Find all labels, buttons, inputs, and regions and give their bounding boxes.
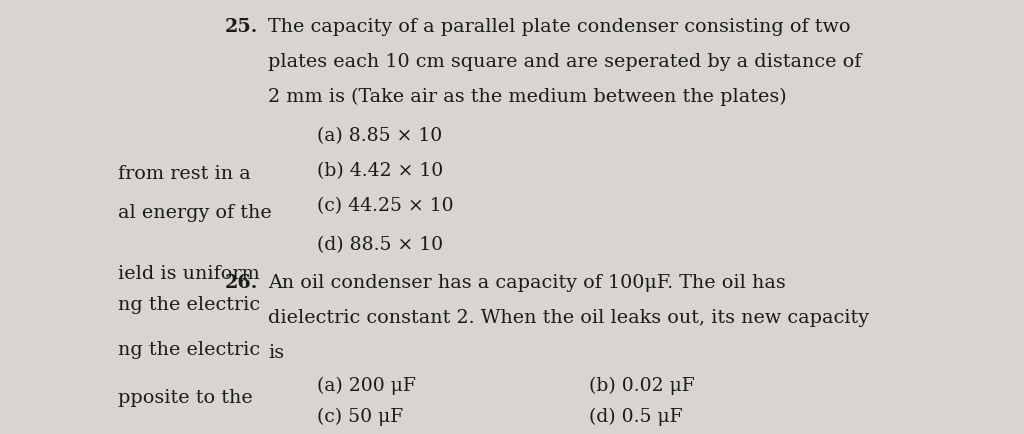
Text: 2 mm is (Take air as the medium between the plates): 2 mm is (Take air as the medium between …: [268, 88, 786, 106]
Text: (c) 44.25 × 10: (c) 44.25 × 10: [317, 196, 454, 214]
Text: 25.: 25.: [225, 18, 258, 36]
Text: (a) 8.85 × 10: (a) 8.85 × 10: [317, 127, 442, 145]
Text: pposite to the: pposite to the: [118, 388, 253, 406]
Text: dielectric constant 2. When the oil leaks out, its new capacity: dielectric constant 2. When the oil leak…: [268, 308, 869, 326]
Text: plates each 10 cm square and are seperated by a distance of: plates each 10 cm square and are seperat…: [268, 53, 861, 71]
Text: (d) 0.5 μF: (d) 0.5 μF: [589, 407, 682, 425]
Text: (c) 50 μF: (c) 50 μF: [317, 407, 403, 425]
Text: 26.: 26.: [225, 273, 258, 291]
Text: is: is: [268, 343, 285, 361]
Text: The capacity of a parallel plate condenser consisting of two: The capacity of a parallel plate condens…: [268, 18, 851, 36]
Text: ng the electric: ng the electric: [118, 341, 260, 358]
Text: (a) 200 μF: (a) 200 μF: [317, 375, 417, 394]
Text: from rest in a: from rest in a: [118, 165, 251, 183]
Text: (d) 88.5 × 10: (d) 88.5 × 10: [317, 235, 443, 253]
Text: al energy of the: al energy of the: [118, 204, 271, 222]
Text: An oil condenser has a capacity of 100μF. The oil has: An oil condenser has a capacity of 100μF…: [268, 273, 786, 291]
Text: (b) 4.42 × 10: (b) 4.42 × 10: [317, 161, 443, 179]
Text: ield is uniform: ield is uniform: [118, 265, 259, 283]
Text: ng the electric: ng the electric: [118, 295, 260, 313]
Text: (b) 0.02 μF: (b) 0.02 μF: [589, 375, 694, 394]
